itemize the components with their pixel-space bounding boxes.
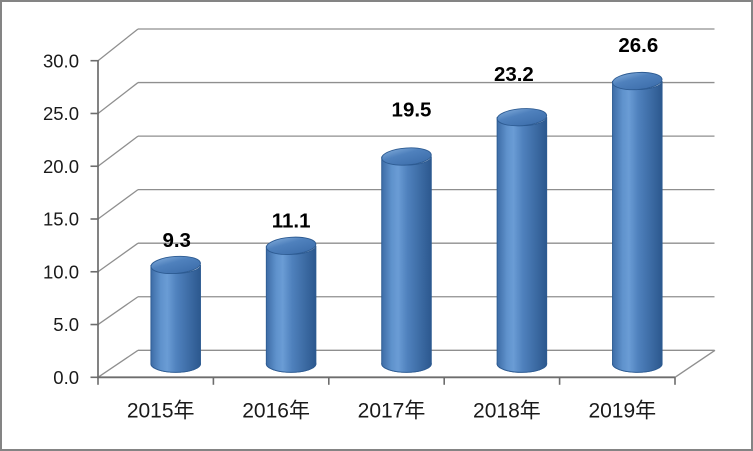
side-wall-gridline <box>97 82 139 114</box>
cylinder-top <box>612 71 663 91</box>
y-tick-label-5.0: 5.0 <box>53 314 79 335</box>
category-label-2016年: 2016年 <box>242 400 310 423</box>
data-label-23.2: 23.2 <box>494 63 534 86</box>
cylinder-top <box>150 255 201 275</box>
y-tick-label-30.0: 30.0 <box>43 50 79 71</box>
cylinder-top <box>381 147 432 166</box>
cylinder-body <box>150 264 201 373</box>
floor-right-edge <box>674 349 716 378</box>
cylinder-top <box>496 108 548 127</box>
cylinder-body <box>612 80 663 373</box>
data-label-26.6: 26.6 <box>618 34 658 57</box>
side-wall-gridline <box>97 296 139 326</box>
cylinder-bar-2017年 <box>381 147 432 373</box>
cylinder-body <box>381 156 432 373</box>
cylinder-body <box>265 245 317 373</box>
y-tick-label-20.0: 20.0 <box>43 156 79 177</box>
category-label-2019年: 2019年 <box>588 400 656 423</box>
cylinder-bar-2018年 <box>496 108 548 373</box>
side-wall-gridline <box>97 242 139 273</box>
y-tick-label-15.0: 15.0 <box>43 209 79 230</box>
side-wall-gridline <box>97 135 139 167</box>
data-label-19.5: 19.5 <box>392 98 432 121</box>
side-wall-gridline <box>97 189 139 220</box>
y-tick-label-25.0: 25.0 <box>43 103 79 124</box>
data-label-9.3: 9.3 <box>162 229 191 252</box>
y-tick-label-10.0: 10.0 <box>43 261 79 282</box>
category-label-2015年: 2015年 <box>127 400 195 423</box>
category-label-2017年: 2017年 <box>358 400 426 423</box>
cylinder-bar-2015年 <box>150 255 201 373</box>
cylinder-body <box>496 117 548 373</box>
side-wall-gridline <box>97 349 139 378</box>
cylinder-bar-2019年 <box>612 71 663 373</box>
cylinder-bar-2016年 <box>265 236 317 373</box>
category-label-2018年: 2018年 <box>473 400 541 423</box>
y-tick-label-0.0: 0.0 <box>53 367 79 388</box>
data-label-11.1: 11.1 <box>272 210 311 233</box>
cylinder-top <box>265 236 317 255</box>
side-wall-gridline <box>97 28 139 62</box>
